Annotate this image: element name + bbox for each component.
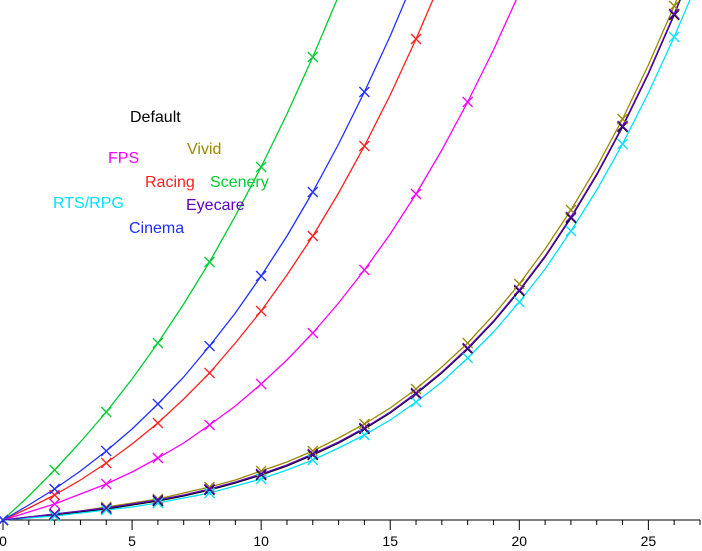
series-marker bbox=[256, 162, 266, 172]
x-tick-label: 5 bbox=[128, 533, 136, 549]
x-tick-label: 25 bbox=[641, 533, 657, 549]
series-marker bbox=[463, 353, 473, 363]
series-marker bbox=[566, 226, 576, 236]
series-marker bbox=[308, 52, 318, 62]
series-marker bbox=[205, 368, 215, 378]
series-marker bbox=[411, 189, 421, 199]
series-line-rts-rpg bbox=[3, 0, 700, 520]
legend-label-default: Default bbox=[130, 109, 181, 126]
series-marker bbox=[514, 285, 524, 295]
legend-label-eyecare: Eyecare bbox=[186, 197, 245, 214]
series-marker bbox=[359, 141, 369, 151]
x-axis: 0 5 10 15 20 25 bbox=[0, 520, 700, 549]
series-marker bbox=[50, 490, 60, 500]
series-marker bbox=[308, 455, 318, 465]
series-marker bbox=[359, 424, 369, 434]
series-marker bbox=[101, 458, 111, 468]
x-tick-label: 15 bbox=[382, 533, 398, 549]
series-marker bbox=[463, 344, 473, 354]
series-marker bbox=[463, 97, 473, 107]
series-lines bbox=[3, 0, 700, 520]
series-marker bbox=[514, 279, 524, 289]
series-marker bbox=[308, 328, 318, 338]
series-marker bbox=[101, 407, 111, 417]
line-chart: 0 5 10 15 20 25 Default Vivid FPS Racing Scenery R… bbox=[0, 0, 702, 551]
series-marker bbox=[50, 465, 60, 475]
series-marker bbox=[205, 420, 215, 430]
legend-label-racing: Racing bbox=[145, 174, 195, 191]
series-marker bbox=[50, 484, 60, 494]
series-marker bbox=[669, 32, 679, 42]
series-marker bbox=[153, 399, 163, 409]
series-marker bbox=[50, 499, 60, 509]
series-marker bbox=[359, 265, 369, 275]
series-marker bbox=[205, 257, 215, 267]
legend-label-vivid: Vivid bbox=[187, 141, 221, 158]
series-marker bbox=[256, 271, 266, 281]
series-marker bbox=[411, 397, 421, 407]
series-marker bbox=[359, 87, 369, 97]
series-marker bbox=[411, 389, 421, 399]
series-marker bbox=[618, 122, 628, 132]
series-marker bbox=[463, 338, 473, 348]
series-marker bbox=[101, 446, 111, 456]
series-marker bbox=[153, 338, 163, 348]
series-marker bbox=[153, 418, 163, 428]
series-marker bbox=[101, 479, 111, 489]
series-marker bbox=[308, 187, 318, 197]
series-marker bbox=[308, 231, 318, 241]
series-marker bbox=[463, 343, 473, 353]
legend: Default Vivid FPS Racing Scenery RTS/RPG Eyeca… bbox=[53, 109, 269, 237]
legend-label-rts-rpg: RTS/RPG bbox=[53, 195, 124, 212]
legend-label-fps: FPS bbox=[108, 150, 139, 167]
series-marker bbox=[256, 379, 266, 389]
series-marker bbox=[411, 34, 421, 44]
series-marker bbox=[153, 453, 163, 463]
series-marker bbox=[205, 341, 215, 351]
x-tick-label: 0 bbox=[0, 533, 7, 549]
series-marker bbox=[256, 306, 266, 316]
x-tick-label: 20 bbox=[512, 533, 528, 549]
series-marker bbox=[618, 139, 628, 149]
series-marker bbox=[566, 212, 576, 222]
series-marker bbox=[566, 213, 576, 223]
legend-label-scenery: Scenery bbox=[210, 174, 269, 191]
legend-label-cinema: Cinema bbox=[129, 220, 184, 237]
x-tick-label: 10 bbox=[253, 533, 269, 549]
series-marker bbox=[514, 297, 524, 307]
series-markers bbox=[0, 0, 679, 525]
